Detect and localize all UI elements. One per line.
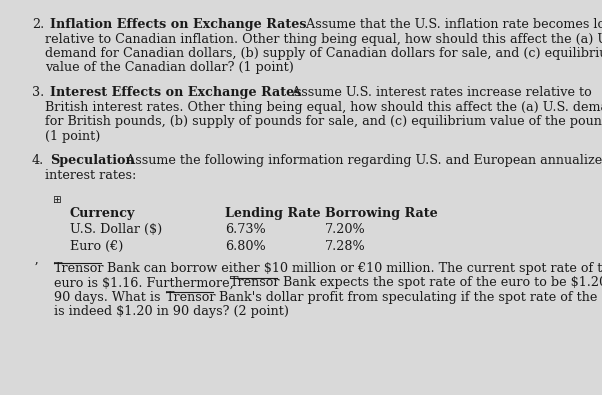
Text: 6.80%: 6.80% xyxy=(225,240,265,253)
Text: is indeed $1.20 in 90 days? (2 point): is indeed $1.20 in 90 days? (2 point) xyxy=(54,305,289,318)
Text: relative to Canadian inflation. Other thing being equal, how should this affect : relative to Canadian inflation. Other th… xyxy=(45,32,602,45)
Text: U.S. Dollar ($): U.S. Dollar ($) xyxy=(70,224,163,237)
Text: 6.73%: 6.73% xyxy=(225,224,265,237)
Text: demand for Canadian dollars, (b) supply of Canadian dollars for sale, and (c) eq: demand for Canadian dollars, (b) supply … xyxy=(45,47,602,60)
Text: Assume that the U.S. inflation rate becomes low: Assume that the U.S. inflation rate beco… xyxy=(302,18,602,31)
Text: Bank expects the spot rate of the euro to be $1.20 in: Bank expects the spot rate of the euro t… xyxy=(279,276,602,289)
Text: for British pounds, (b) supply of pounds for sale, and (c) equilibrium value of : for British pounds, (b) supply of pounds… xyxy=(45,115,602,128)
Text: (1 point): (1 point) xyxy=(45,130,101,143)
Text: Trensor: Trensor xyxy=(230,276,281,289)
Text: ʼ: ʼ xyxy=(34,262,38,275)
Text: Trensor: Trensor xyxy=(166,291,217,304)
Text: Trensor: Trensor xyxy=(54,262,105,275)
Text: Interest Effects on Exchange Rates: Interest Effects on Exchange Rates xyxy=(50,86,302,99)
Text: 2.: 2. xyxy=(32,18,45,31)
Text: Bank can borrow either $10 million or €10 million. The current spot rate of the: Bank can borrow either $10 million or €1… xyxy=(103,262,602,275)
Text: Borrowing Rate: Borrowing Rate xyxy=(325,207,438,220)
Text: Inflation Effects on Exchange Rates: Inflation Effects on Exchange Rates xyxy=(50,18,306,31)
Text: ⊞: ⊞ xyxy=(52,195,61,205)
Text: Assume U.S. interest rates increase relative to: Assume U.S. interest rates increase rela… xyxy=(288,86,592,99)
Text: Assume the following information regarding U.S. and European annualized: Assume the following information regardi… xyxy=(122,154,602,167)
Text: Lending Rate: Lending Rate xyxy=(225,207,321,220)
Text: British interest rates. Other thing being equal, how should this affect the (a) : British interest rates. Other thing bein… xyxy=(45,100,602,113)
Text: Speculation: Speculation xyxy=(50,154,135,167)
Text: Euro (€): Euro (€) xyxy=(70,240,123,253)
Text: Currency: Currency xyxy=(70,207,135,220)
Text: 7.20%: 7.20% xyxy=(325,224,366,237)
Text: 4.: 4. xyxy=(32,154,45,167)
Text: interest rates:: interest rates: xyxy=(45,169,137,181)
Text: 90 days. What is: 90 days. What is xyxy=(54,291,164,304)
Text: Bank's dollar profit from speculating if the spot rate of the euro: Bank's dollar profit from speculating if… xyxy=(215,291,602,304)
Text: 7.28%: 7.28% xyxy=(325,240,366,253)
Text: 3.: 3. xyxy=(32,86,45,99)
Text: value of the Canadian dollar? (1 point): value of the Canadian dollar? (1 point) xyxy=(45,62,294,75)
Text: euro is $1.16. Furthermore,: euro is $1.16. Furthermore, xyxy=(54,276,238,289)
